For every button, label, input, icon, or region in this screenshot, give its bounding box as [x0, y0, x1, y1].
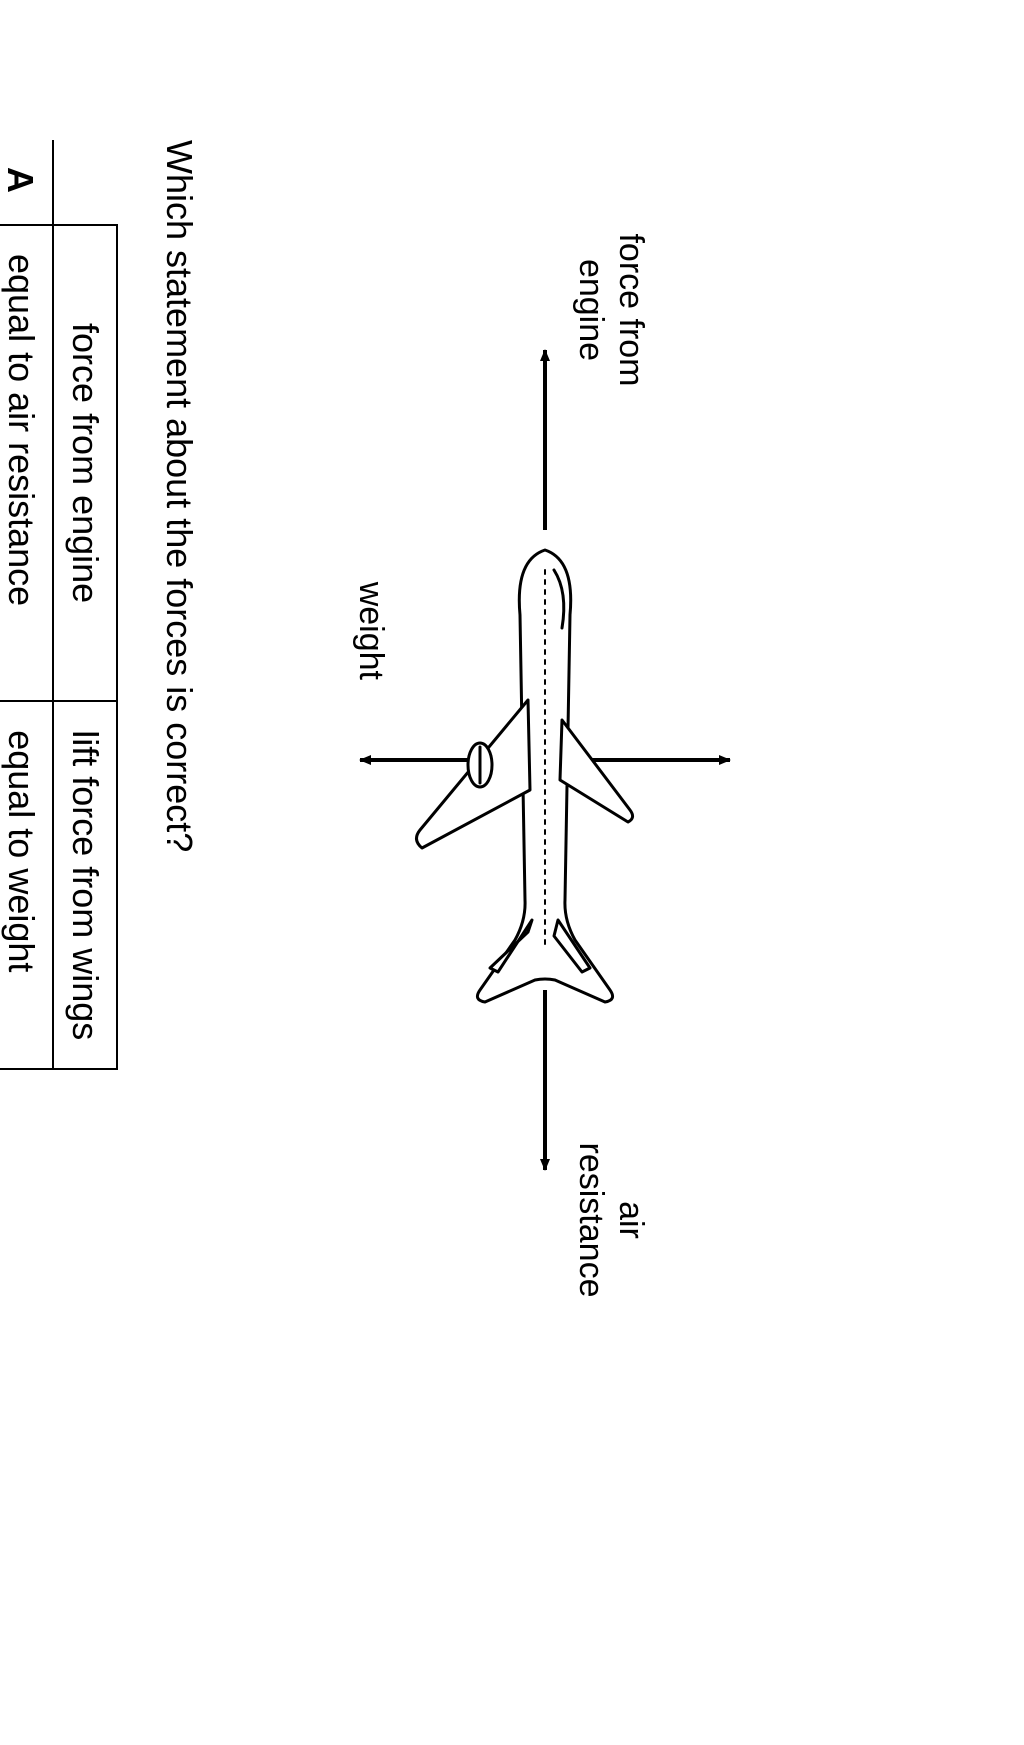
airplane-icon [416, 550, 632, 1002]
table-row: A equal to air resistance equal to weigh… [0, 140, 53, 1069]
table-header-row: force from engine lift force from wings [53, 140, 117, 1069]
page: force from engine air resistance weight … [0, 0, 1024, 1745]
force-diagram: force from engine air resistance weight [260, 220, 780, 1320]
air-label-2: resistance [572, 1143, 610, 1298]
row-lift: equal to weight [0, 701, 53, 1069]
air-label-1: air [612, 1201, 650, 1239]
question-text: Which statement about the forces is corr… [158, 140, 200, 1590]
col2-header: lift force from wings [53, 701, 117, 1069]
blank-header [53, 140, 117, 225]
engine-label-2: engine [572, 259, 610, 361]
row-engine: equal to air resistance [0, 225, 53, 701]
col1-header: force from engine [53, 225, 117, 701]
answer-table: force from engine lift force from wings … [0, 140, 118, 1070]
engine-label-1: force from [612, 233, 650, 386]
airplane-forces-svg: force from engine air resistance weight [260, 220, 780, 1320]
weight-label: weight [352, 581, 390, 681]
content-rotated: force from engine air resistance weight … [0, 140, 780, 1590]
row-letter: A [0, 140, 53, 225]
